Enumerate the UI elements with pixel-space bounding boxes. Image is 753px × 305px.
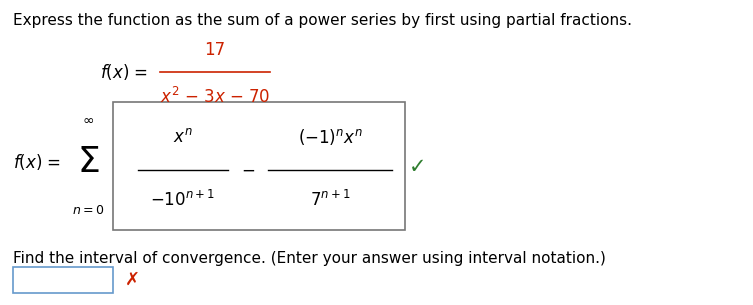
Text: Find the interval of convergence. (Enter your answer using interval notation.): Find the interval of convergence. (Enter… (13, 250, 606, 265)
Text: 17: 17 (204, 41, 226, 59)
Text: ✗: ✗ (125, 271, 140, 289)
Text: $f(x)$ =: $f(x)$ = (100, 62, 148, 82)
Text: $f(x)$ =: $f(x)$ = (13, 152, 61, 172)
Text: $x^2$ $-$ $3x$ $-$ $70$: $x^2$ $-$ $3x$ $-$ $70$ (160, 87, 270, 107)
Text: $-$: $-$ (241, 161, 255, 179)
Text: $(-1)^n x^n$: $(-1)^n x^n$ (297, 127, 362, 147)
Bar (13, 267, 113, 293)
Text: $n = 0$: $n = 0$ (72, 203, 104, 217)
Text: Express the function as the sum of a power series by first using partial fractio: Express the function as the sum of a pow… (13, 13, 632, 28)
Text: $\infty$: $\infty$ (82, 113, 94, 127)
Text: $\Sigma$: $\Sigma$ (77, 145, 99, 179)
Text: $7^{n+1}$: $7^{n+1}$ (309, 190, 350, 210)
Text: $x^n$: $x^n$ (173, 128, 193, 146)
Bar (113, 102, 405, 230)
Text: ✓: ✓ (409, 157, 427, 177)
Text: $-10^{n+1}$: $-10^{n+1}$ (151, 190, 215, 210)
